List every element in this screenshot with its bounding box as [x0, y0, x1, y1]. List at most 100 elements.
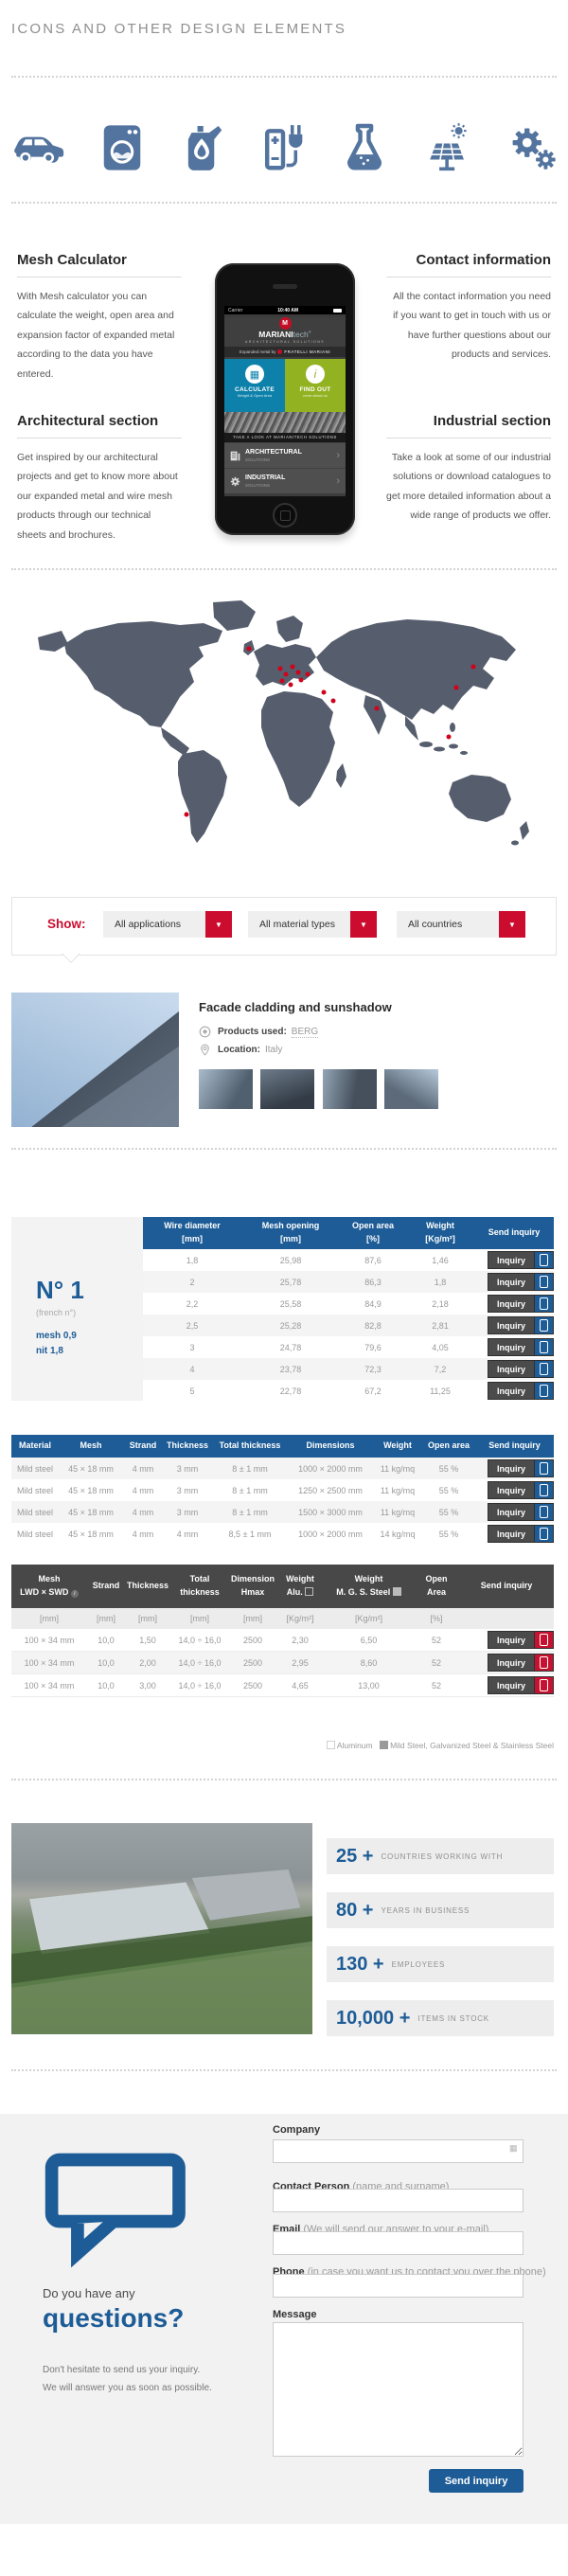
- car-icon: [14, 136, 64, 164]
- battery-icon: [333, 308, 342, 313]
- feature-contact-information: Contact information All the contact info…: [386, 252, 551, 365]
- tile-label: FIND OUT: [299, 386, 331, 393]
- table-row: 100 × 34 mm 10,0 1,50 14,0 ÷ 16,0 2500 2,30 6,…: [11, 1629, 554, 1652]
- phone-speaker: [273, 284, 297, 289]
- inquiry-button[interactable]: Inquiry: [487, 1481, 554, 1499]
- inquiry-button[interactable]: Inquiry: [487, 1295, 554, 1313]
- product-link[interactable]: BERG: [291, 1026, 319, 1038]
- feature-industrial-section: Industrial section Take a look at some o…: [386, 413, 551, 526]
- feature-text: Take a look at some of our industrial so…: [386, 452, 551, 522]
- menu-sub: SOLUTIONS: [245, 482, 271, 488]
- tablet-icon: [535, 1481, 554, 1499]
- tile-label: CALCULATE: [235, 386, 275, 393]
- tablet-icon: [535, 1295, 554, 1313]
- dimensions-table: Material Mesh Strand Thickness Total thickne…: [11, 1435, 554, 1545]
- stat-value: 10,000 +: [336, 2007, 411, 2029]
- phone-field[interactable]: [273, 2274, 524, 2298]
- page-title: ICONS AND OTHER DESIGN ELEMENTS: [11, 21, 347, 37]
- feature-title: Architectural section: [17, 413, 182, 438]
- stat-items: 10,000 + ITEMS IN STOCK: [327, 2000, 554, 2036]
- dropdown-countries[interactable]: All countries ▼: [397, 911, 525, 938]
- table-row: 100 × 34 mm 10,0 3,00 14,0 ÷ 16,0 2500 4,65 13…: [11, 1674, 554, 1697]
- oil-canister-icon: [187, 126, 222, 170]
- table-legend: Aluminum Mild Steel, Galvanized Steel & …: [11, 1741, 554, 1750]
- stat-years: 80 + YEARS IN BUSINESS: [327, 1892, 554, 1928]
- chevron-right-icon: ›: [336, 475, 340, 487]
- inquiry-button[interactable]: Inquiry: [487, 1382, 554, 1400]
- stat-label: YEARS IN BUSINESS: [381, 1905, 470, 1915]
- inquiry-button[interactable]: Inquiry: [487, 1631, 554, 1649]
- stat-value: 130 +: [336, 1953, 384, 1975]
- stat-label: EMPLOYEES: [391, 1959, 446, 1969]
- mesh-lwd-swd-table: Mesh LWD × SWD i Strand Thickness Total th…: [11, 1565, 554, 1697]
- icon-row: [11, 123, 557, 172]
- project-thumbnail[interactable]: [199, 1069, 253, 1109]
- questions-title: questions?: [43, 2303, 185, 2333]
- questions-text: Don't hesitate to send us your inquiry. …: [43, 2365, 212, 2393]
- inquiry-button[interactable]: Inquiry: [487, 1676, 554, 1694]
- location-label: Location:: [218, 1045, 260, 1055]
- inquiry-button[interactable]: Inquiry: [487, 1251, 554, 1269]
- calculator-icon: ▦: [245, 365, 264, 384]
- blueprint-icon: [230, 451, 240, 460]
- inquiry-button[interactable]: Inquiry: [487, 1338, 554, 1356]
- units-row: [mm] [mm] [mm] [mm] [mm] [Kg/m²] [Kg/m²] [%]: [11, 1608, 554, 1629]
- tile-sub: more about us: [303, 393, 328, 398]
- feature-mesh-calculator: Mesh Calculator With Mesh calculator you…: [17, 252, 182, 384]
- divider: [11, 1148, 557, 1150]
- autofill-icon[interactable]: ▦: [509, 2143, 518, 2153]
- project-thumbnail[interactable]: [384, 1069, 439, 1109]
- inquiry-button[interactable]: Inquiry: [487, 1503, 554, 1521]
- project-photo[interactable]: [11, 993, 179, 1127]
- inquiry-button[interactable]: Inquiry: [487, 1459, 554, 1477]
- aluminum-symbol: [326, 1741, 335, 1749]
- mariani-logo: M: [278, 317, 292, 330]
- table-row: Mild steel 45 × 18 mm 4 mm 3 mm 8 ± 1 mm 1000…: [11, 1458, 554, 1479]
- expanded-by-label: Expanded metal by: [239, 349, 276, 354]
- project-title: Facade cladding and sunshadow: [199, 1000, 392, 1014]
- tile-sub: Weight & Open Area: [237, 393, 273, 398]
- gear-icon: [230, 476, 240, 486]
- inquiry-button[interactable]: Inquiry: [487, 1525, 554, 1543]
- location-value: Italy: [265, 1045, 283, 1055]
- project-thumbnail[interactable]: [260, 1069, 315, 1109]
- lab-flask-icon: [347, 123, 382, 170]
- contact-person-field[interactable]: [273, 2189, 524, 2212]
- tablet-icon: [535, 1251, 554, 1269]
- chevron-down-icon: ▼: [205, 911, 232, 938]
- company-field[interactable]: [273, 2139, 524, 2163]
- feature-architectural-section: Architectural section Get inspired by ou…: [17, 413, 182, 545]
- stat-employees: 130 + EMPLOYEES: [327, 1946, 554, 1982]
- table-row: 3 24,78 79,6 4,05 Inquiry: [143, 1336, 554, 1358]
- menu-label: INDUSTRIAL: [245, 474, 286, 482]
- divider: [11, 568, 557, 570]
- project-thumbnail[interactable]: [322, 1069, 377, 1109]
- questions-intro: Do you have any: [43, 2286, 135, 2300]
- phone-statusbar: Carrier 10:40 AM: [224, 306, 346, 314]
- email-field[interactable]: [273, 2231, 524, 2255]
- table-row: 2 25,78 86,3 1,8 Inquiry: [143, 1271, 554, 1293]
- send-inquiry-button[interactable]: Send inquiry: [429, 2469, 524, 2493]
- inquiry-button[interactable]: Inquiry: [487, 1654, 554, 1672]
- stat-label: ITEMS IN STOCK: [417, 2013, 489, 2023]
- battery-charging-icon: [264, 125, 303, 170]
- project-info: Facade cladding and sunshadow Products u…: [199, 1000, 442, 1114]
- inquiry-button[interactable]: Inquiry: [487, 1273, 554, 1291]
- divider: [11, 202, 557, 204]
- tablet-icon: [535, 1525, 554, 1543]
- inquiry-button[interactable]: Inquiry: [487, 1316, 554, 1334]
- inquiry-button[interactable]: Inquiry: [487, 1360, 554, 1378]
- stat-value: 80 +: [336, 1899, 374, 1921]
- phone-tiles: ▦ CALCULATE Weight & Open Area i FIND OU…: [224, 359, 346, 412]
- info-icon[interactable]: i: [70, 1590, 79, 1598]
- tablet-icon: [535, 1273, 554, 1291]
- dropdown-material-types[interactable]: All material types ▼: [248, 911, 377, 938]
- wire-table: Wire diameter [mm] Mesh opening [mm] Open …: [143, 1217, 554, 1402]
- dropdown-applications[interactable]: All applications ▼: [103, 911, 232, 938]
- speech-bubble-icon: [44, 2153, 186, 2268]
- tablet-icon: [535, 1503, 554, 1521]
- message-field[interactable]: [273, 2322, 524, 2457]
- table-header: Mesh LWD × SWD i Strand Thickness Total th…: [11, 1565, 554, 1608]
- legend-steel: Mild Steel, Galvanized Steel & Stainless…: [390, 1741, 554, 1750]
